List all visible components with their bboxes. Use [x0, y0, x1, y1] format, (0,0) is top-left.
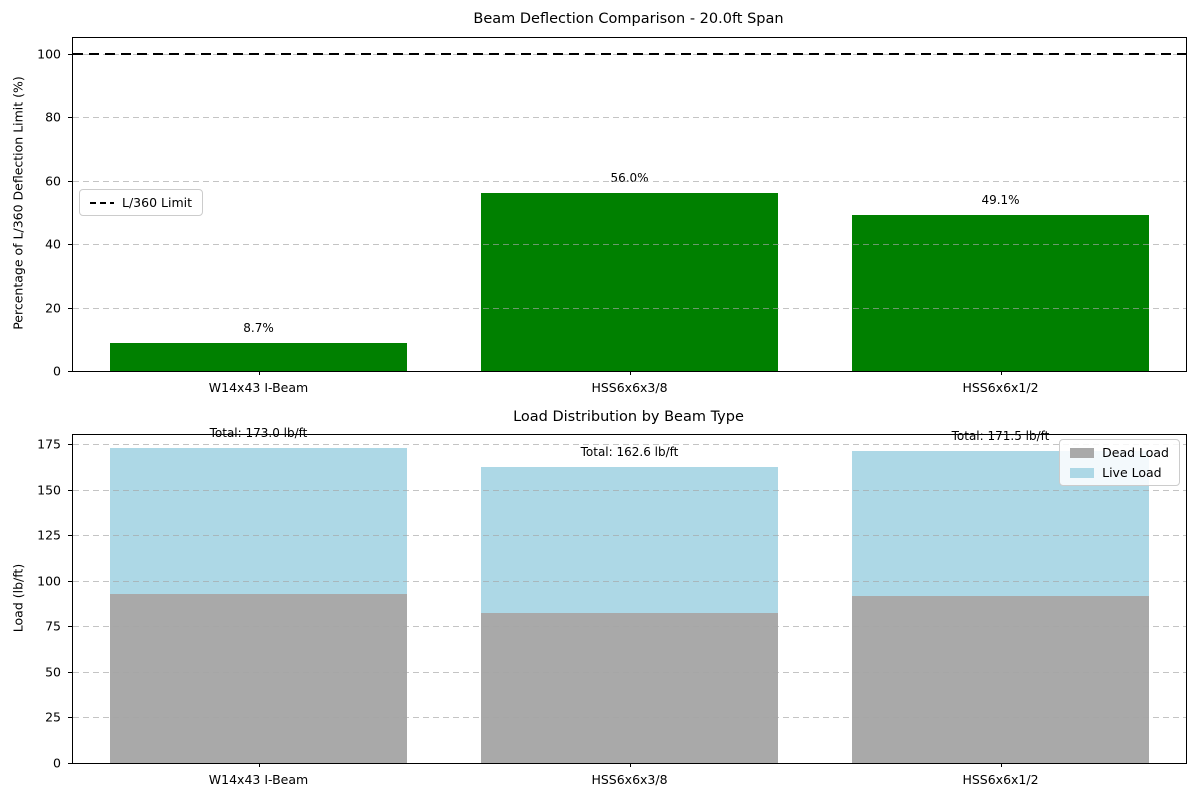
- value-label-2: 56.0%: [610, 171, 649, 186]
- bar-live-load-2: [481, 466, 778, 613]
- gridline-60: [73, 180, 1186, 182]
- y-tick-mark: [68, 371, 73, 372]
- x-tick-mark: [258, 371, 260, 375]
- x-tick-mark: [629, 371, 631, 375]
- total-label-2: Total: 162.6 lb/ft: [580, 444, 679, 459]
- x-tick-label-3: HSS6x6x1/2: [962, 380, 1039, 395]
- legend-entry: Live Load: [1070, 465, 1169, 480]
- y-tick-mark: [68, 580, 73, 582]
- y-tick-mark: [68, 53, 73, 55]
- deflection-plot-area: 8.7% W14x43 I-Beam 56.0% HSS6x6x3/8 49.1% HSS…: [37, 37, 1187, 395]
- y-tick-label-40: 40: [45, 236, 61, 252]
- x-tick-label-1: W14x43 I-Beam: [208, 380, 309, 395]
- color-swatch: [1070, 467, 1095, 478]
- deflection-chart-title: Beam Deflection Comparison - 20.0ft Span: [473, 11, 784, 27]
- y-tick-mark: [68, 444, 73, 446]
- gridline-80: [73, 117, 1186, 119]
- y-tick-mark: [68, 489, 73, 491]
- gridline-175: [73, 444, 1186, 446]
- bar-live-load-1: [110, 447, 407, 594]
- load-legend: Dead Load Live Load: [1059, 439, 1180, 486]
- limit-line: [73, 52, 1186, 55]
- value-label-1: 8.7%: [243, 321, 274, 336]
- x-tick-label-1: W14x43 I-Beam: [208, 772, 309, 787]
- gridline-100: [73, 580, 1186, 582]
- legend-label: Dead Load: [1102, 445, 1169, 460]
- bar-dead-load-3: [852, 596, 1149, 763]
- legend-label: L/360 Limit: [122, 195, 192, 210]
- total-label-1: Total: 173.0 lb/ft: [209, 425, 308, 440]
- y-tick-mark: [68, 717, 73, 719]
- y-tick-label-20: 20: [45, 300, 61, 316]
- gridline-25: [73, 717, 1186, 719]
- y-tick-mark: [68, 180, 73, 182]
- load-chart-title: Load Distribution by Beam Type: [513, 409, 744, 425]
- bar-3: [852, 215, 1149, 371]
- bar-dead-load-1: [110, 593, 407, 763]
- legend-entry: L/360 Limit: [90, 195, 192, 210]
- x-tick-label-2: HSS6x6x3/8: [591, 380, 668, 395]
- total-label-3: Total: 171.5 lb/ft: [951, 428, 1050, 443]
- legend-label: Live Load: [1102, 465, 1162, 480]
- y-tick-label-150: 150: [37, 482, 61, 498]
- y-tick-label-75: 75: [45, 618, 61, 634]
- gridline-125: [73, 535, 1186, 537]
- y-tick-label-100: 100: [37, 573, 61, 589]
- y-tick-label-125: 125: [37, 527, 61, 543]
- y-tick-label-80: 80: [45, 109, 61, 125]
- y-tick-mark: [68, 763, 73, 764]
- bar-1: [110, 343, 407, 371]
- x-tick-mark: [629, 763, 631, 767]
- load-plot-area: Total: 173.0 lb/ft W14x43 I-Beam Total: 16…: [37, 426, 1187, 787]
- y-tick-mark: [68, 535, 73, 537]
- gridline-150: [73, 489, 1186, 491]
- y-tick-label-175: 175: [37, 436, 61, 452]
- limit-legend: L/360 Limit: [79, 189, 203, 216]
- y-tick-mark: [68, 117, 73, 119]
- y-tick-mark: [68, 307, 73, 309]
- bar-2: [481, 193, 778, 371]
- x-tick-label-2: HSS6x6x3/8: [591, 772, 668, 787]
- legend-entry: Dead Load: [1070, 445, 1169, 460]
- bar-dead-load-2: [481, 612, 778, 763]
- y-tick-label-0: 0: [53, 755, 61, 771]
- x-tick-mark: [1000, 763, 1002, 767]
- gridline-20: [73, 307, 1186, 309]
- x-tick-mark: [1000, 371, 1002, 375]
- value-label-3: 49.1%: [981, 193, 1020, 208]
- color-swatch: [1070, 447, 1095, 458]
- y-tick-label-0: 0: [53, 363, 61, 379]
- y-tick-mark: [68, 671, 73, 673]
- y-tick-label-60: 60: [45, 173, 61, 189]
- y-tick-label-50: 50: [45, 664, 61, 680]
- x-tick-label-3: HSS6x6x1/2: [962, 772, 1039, 787]
- y-tick-label-100: 100: [37, 46, 61, 62]
- gridline-50: [73, 671, 1186, 673]
- x-tick-mark: [258, 763, 260, 767]
- y-tick-mark: [68, 244, 73, 246]
- gridline-75: [73, 626, 1186, 628]
- y-tick-label-25: 25: [45, 709, 61, 725]
- y-tick-mark: [68, 626, 73, 628]
- dashed-line-swatch: [90, 201, 114, 204]
- gridline-40: [73, 244, 1186, 246]
